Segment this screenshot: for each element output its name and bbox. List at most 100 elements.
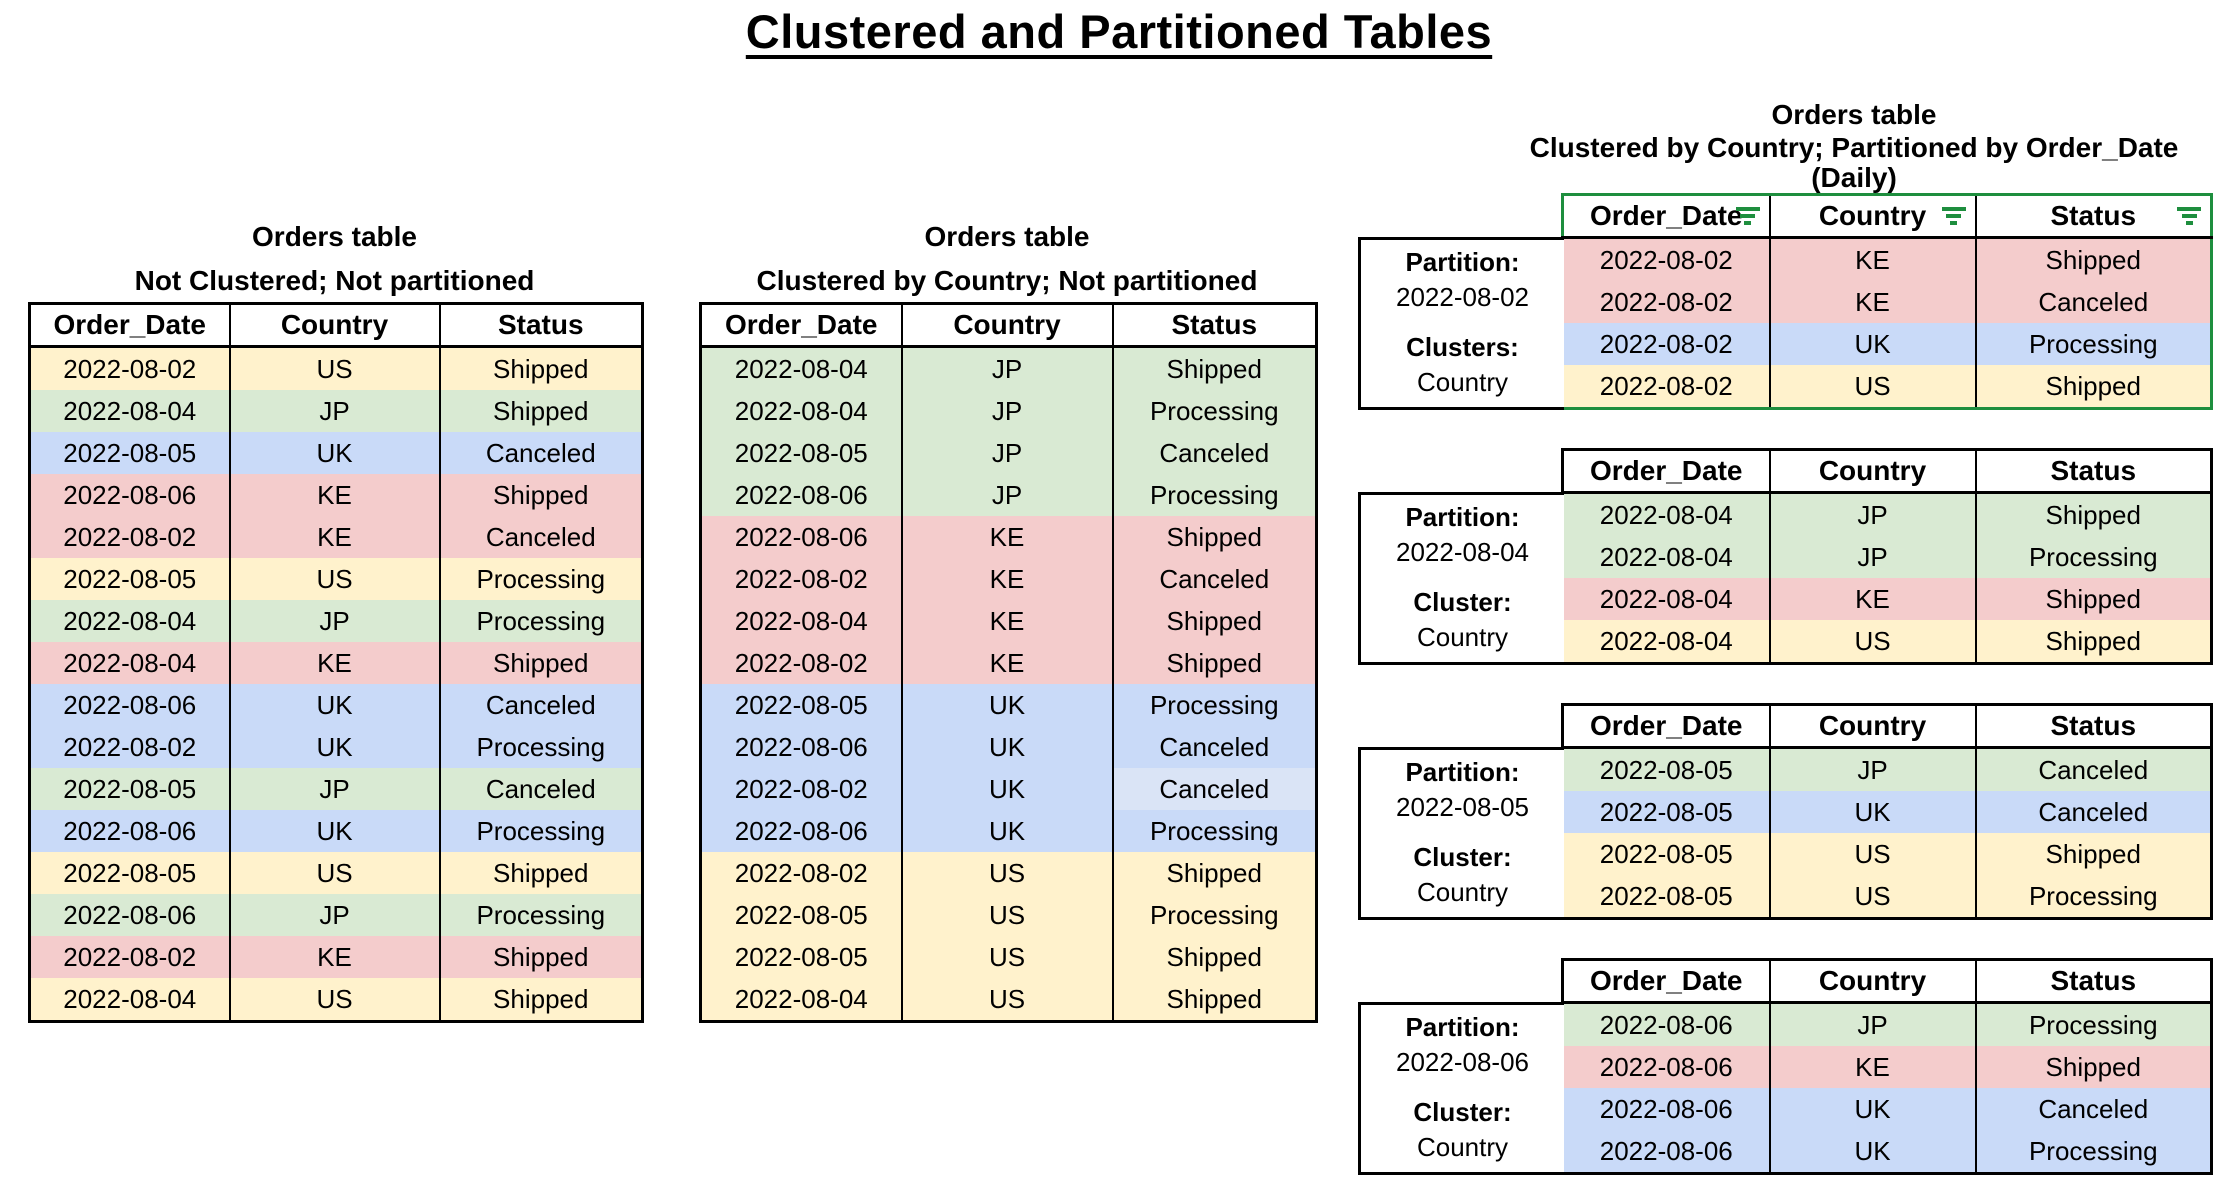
table-row: 2022-08-05 US Shipped xyxy=(700,936,1317,978)
table-cell: Processing xyxy=(438,894,643,936)
cluster-label-value: Country xyxy=(1416,622,1509,652)
table-row: 2022-08-04 KE Shipped xyxy=(700,600,1317,642)
table-cell: US xyxy=(900,894,1113,936)
table-cell: JP xyxy=(228,390,440,432)
table-cell: Canceled xyxy=(1111,768,1317,810)
table-row: 2022-08-04 JP Shipped xyxy=(1562,492,2212,536)
table-cell: Shipped xyxy=(1974,492,2212,536)
table-cell: KE xyxy=(900,600,1113,642)
column-header-status: Status xyxy=(1111,303,1317,348)
table-cell: Shipped xyxy=(1111,978,1317,1022)
cluster-label-title: Cluster: xyxy=(1413,1097,1512,1127)
column-header-order-date: Order_Date xyxy=(1562,959,1770,1004)
table-cell: 2022-08-06 xyxy=(700,726,902,768)
table-cell: Shipped xyxy=(1974,1046,2212,1088)
middle-table-title: Orders table xyxy=(924,221,1090,252)
table-cell: Shipped xyxy=(1111,600,1317,642)
column-header-label: Order_Date xyxy=(1589,200,1743,231)
partition-label: Partition: 2022-08-04 xyxy=(1361,500,1564,570)
table-cell: US xyxy=(900,978,1113,1022)
table-cell: US xyxy=(228,852,440,894)
table-cell: 2022-08-06 xyxy=(29,474,230,516)
table-cell: 2022-08-02 xyxy=(29,516,230,558)
table-cell: Shipped xyxy=(1974,237,2212,281)
column-header-country: Country xyxy=(1768,449,1976,494)
filter-icon[interactable] xyxy=(2177,207,2201,225)
filter-icon[interactable] xyxy=(1941,207,1966,225)
partition-label-title: Partition: xyxy=(1405,1012,1520,1042)
table-cell: Shipped xyxy=(1974,578,2212,620)
partition-table-2022-08-06: Order_Date Country Status 2022-08-06 JP Pr… xyxy=(1561,958,2213,1175)
table-row: 2022-08-04 US Shipped xyxy=(700,978,1317,1022)
table-cell: KE xyxy=(228,516,440,558)
partition-block-2022-08-04: Partition: 2022-08-04 Cluster: Country O… xyxy=(1358,448,2213,665)
table-cell: Processing xyxy=(438,558,643,600)
table-cell: 2022-08-05 xyxy=(700,684,902,726)
table-row: 2022-08-04 JP Shipped xyxy=(29,390,643,432)
table-row: 2022-08-02 US Shipped xyxy=(29,346,643,390)
table-cell: KE xyxy=(228,642,440,684)
table-cell: Canceled xyxy=(438,768,643,810)
partition-table-2022-08-02: Order_Date Country Status 2022-08-02 KE Sh… xyxy=(1561,193,2213,410)
table-cell: Processing xyxy=(1974,1002,2212,1046)
table-cell: Processing xyxy=(1974,536,2212,578)
table-row: 2022-08-05 US Shipped xyxy=(1562,833,2212,875)
table-row: 2022-08-06 UK Processing xyxy=(29,810,643,852)
table-row: 2022-08-06 KE Shipped xyxy=(1562,1046,2212,1088)
table-row: 2022-08-06 JP Processing xyxy=(1562,1002,2212,1046)
table-row: 2022-08-02 KE Shipped xyxy=(29,936,643,978)
partition-label-cell: Partition: 2022-08-02 Clusters: Country xyxy=(1358,237,1564,410)
table-cell: Processing xyxy=(1111,684,1317,726)
table-row: 2022-08-02 UK Processing xyxy=(1562,323,2212,365)
table-cell: Processing xyxy=(438,726,643,768)
table-cell: Processing xyxy=(438,810,643,852)
table-row: 2022-08-05 US Processing xyxy=(700,894,1317,936)
table-cell: JP xyxy=(228,600,440,642)
table-cell: 2022-08-06 xyxy=(700,810,902,852)
table-cell: JP xyxy=(1768,536,1976,578)
table-row: 2022-08-04 JP Processing xyxy=(1562,536,2212,578)
table-cell: 2022-08-05 xyxy=(700,936,902,978)
table-cell: 2022-08-05 xyxy=(29,432,230,474)
table-cell: Shipped xyxy=(1111,346,1317,390)
cluster-label: Cluster: Country xyxy=(1361,840,1564,910)
table-cell: UK xyxy=(900,810,1113,852)
cluster-label-title: Cluster: xyxy=(1413,842,1512,872)
table-row: 2022-08-05 UK Canceled xyxy=(29,432,643,474)
table-cell: 2022-08-04 xyxy=(29,642,230,684)
table-cell: Canceled xyxy=(1974,1088,2212,1130)
filter-icon[interactable] xyxy=(1735,207,1760,225)
table-cell: JP xyxy=(900,432,1113,474)
table-cell: JP xyxy=(900,346,1113,390)
column-header-country: Country xyxy=(1768,959,1976,1004)
table-cell: Canceled xyxy=(438,516,643,558)
partition-label-value: 2022-08-06 xyxy=(1396,1047,1529,1077)
table-cell: KE xyxy=(1768,281,1976,323)
table-cell: US xyxy=(1768,833,1976,875)
table-cell: US xyxy=(900,936,1113,978)
table-cell: Canceled xyxy=(1111,558,1317,600)
table-cell: 2022-08-02 xyxy=(700,768,902,810)
table-cell: Shipped xyxy=(438,474,643,516)
table-cell: Shipped xyxy=(1974,620,2212,664)
table-cell: 2022-08-05 xyxy=(700,894,902,936)
table-row: 2022-08-02 KE Canceled xyxy=(29,516,643,558)
partition-label-title: Partition: xyxy=(1405,247,1520,277)
column-header-country: Country xyxy=(900,303,1113,348)
table-cell: Shipped xyxy=(438,852,643,894)
table-cell: US xyxy=(228,346,440,390)
page-title: Clustered and Partitioned Tables xyxy=(745,5,1493,58)
table-row: 2022-08-02 UK Processing xyxy=(29,726,643,768)
right-group-titles: Orders table Clustered by Country; Parti… xyxy=(1358,100,2210,193)
partition-label-value: 2022-08-05 xyxy=(1396,792,1529,822)
table-row: 2022-08-05 JP Canceled xyxy=(29,768,643,810)
table-cell: KE xyxy=(1768,237,1976,281)
table-cell: Shipped xyxy=(1974,833,2212,875)
table-row: 2022-08-05 UK Canceled xyxy=(1562,791,2212,833)
table-cell: Shipped xyxy=(438,978,643,1022)
table-cell: 2022-08-06 xyxy=(700,474,902,516)
cluster-label: Cluster: Country xyxy=(1361,1095,1564,1165)
table-cell: JP xyxy=(228,768,440,810)
table-row: 2022-08-02 UK Canceled xyxy=(700,768,1317,810)
table-cell: KE xyxy=(900,516,1113,558)
